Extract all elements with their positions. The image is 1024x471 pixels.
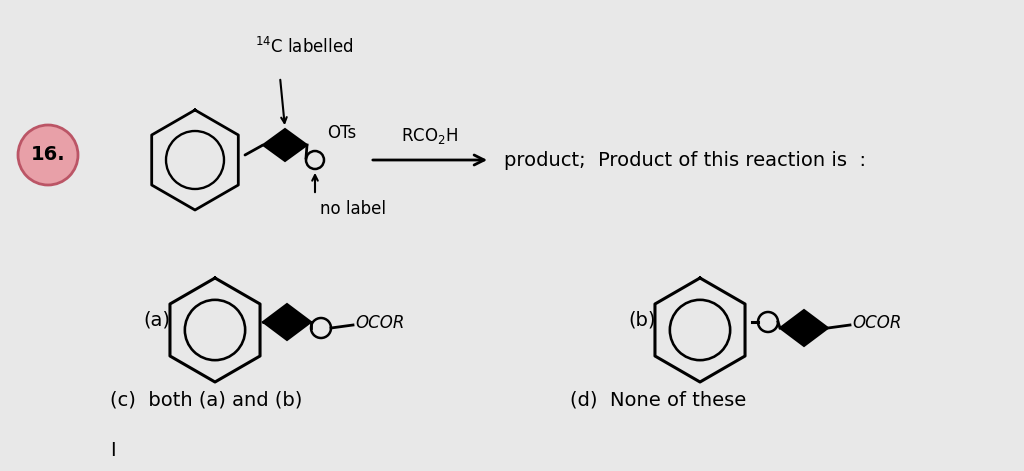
Text: no label: no label xyxy=(319,200,386,218)
Polygon shape xyxy=(263,304,311,340)
Text: (b): (b) xyxy=(628,310,655,330)
Text: OCOR: OCOR xyxy=(355,314,404,332)
Circle shape xyxy=(311,318,331,338)
Text: product;  Product of this reaction is  :: product; Product of this reaction is : xyxy=(504,151,866,170)
Text: (d)  None of these: (d) None of these xyxy=(570,390,746,409)
Polygon shape xyxy=(263,129,307,161)
Text: $^{14}$C labelled: $^{14}$C labelled xyxy=(255,37,353,57)
Circle shape xyxy=(18,125,78,185)
Circle shape xyxy=(758,312,778,332)
Text: 16.: 16. xyxy=(31,146,66,164)
Polygon shape xyxy=(780,310,828,346)
Text: (a): (a) xyxy=(143,310,170,330)
Text: (c)  both (a) and (b): (c) both (a) and (b) xyxy=(110,390,302,409)
Circle shape xyxy=(306,151,324,169)
Text: OCOR: OCOR xyxy=(852,314,901,332)
Text: RCO$_2$H: RCO$_2$H xyxy=(401,126,459,146)
Text: I: I xyxy=(110,440,116,460)
Text: OTs: OTs xyxy=(327,124,356,142)
